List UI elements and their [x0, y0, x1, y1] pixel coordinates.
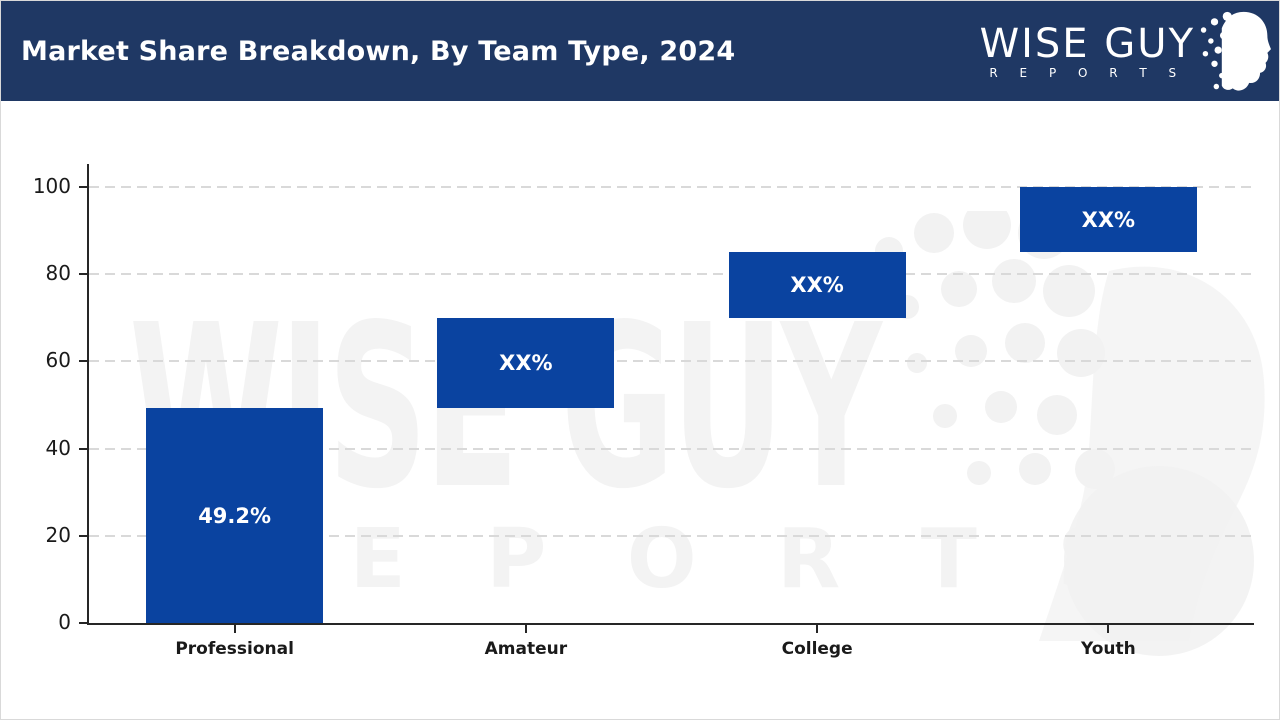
- brand-face-icon: [1200, 11, 1271, 91]
- y-tick: [79, 273, 87, 276]
- bar-professional: 49.2%: [146, 408, 324, 623]
- x-tick-label: Professional: [175, 639, 294, 659]
- y-tick-label: 80: [45, 261, 71, 286]
- y-tick: [79, 447, 87, 450]
- x-tick-label: Amateur: [484, 639, 568, 659]
- bar-amateur: XX%: [437, 317, 615, 409]
- y-tick-label: 20: [45, 522, 71, 547]
- y-tick: [79, 186, 87, 188]
- bar-youth: XX%: [1019, 187, 1197, 253]
- x-tick: [816, 625, 819, 633]
- gridline: [89, 186, 1254, 188]
- gridline: [89, 447, 1254, 450]
- x-tick-label: College: [781, 639, 853, 659]
- bar-value-label: XX%: [1081, 207, 1136, 232]
- y-tick: [79, 534, 87, 537]
- x-axis: [87, 623, 1254, 625]
- x-tick: [1107, 625, 1110, 633]
- bar-college: XX%: [728, 252, 906, 318]
- brand-name: WISE GUY: [979, 20, 1195, 67]
- bar-value-label: 49.2%: [198, 503, 272, 528]
- y-tick-label: 60: [45, 348, 71, 373]
- y-tick-label: 0: [58, 610, 71, 634]
- watermark-text-2: R E P O R T S: [206, 512, 1143, 607]
- bar-value-label: XX%: [499, 351, 553, 376]
- gridline: [89, 534, 1254, 537]
- gridline: [89, 273, 1254, 276]
- brand-subtitle: R E P O R T S: [989, 65, 1186, 80]
- x-tick: [233, 625, 236, 633]
- brand-logo: WISE GUY R E P O R T S: [980, 5, 1271, 97]
- y-tick: [79, 360, 87, 363]
- y-axis: [87, 164, 89, 625]
- gridline: [89, 360, 1254, 363]
- header-band: Market Share Breakdown, By Team Type, 20…: [1, 1, 1279, 101]
- y-tick: [79, 622, 87, 624]
- chart-title: Market Share Breakdown, By Team Type, 20…: [21, 35, 736, 67]
- bar-value-label: XX%: [790, 272, 844, 297]
- y-tick-label: 40: [45, 435, 71, 460]
- x-tick-label: Youth: [1080, 639, 1136, 659]
- brand-logo-text: WISE GUY R E P O R T S: [980, 23, 1195, 80]
- x-tick: [524, 625, 527, 633]
- y-tick-label: 100: [32, 174, 71, 198]
